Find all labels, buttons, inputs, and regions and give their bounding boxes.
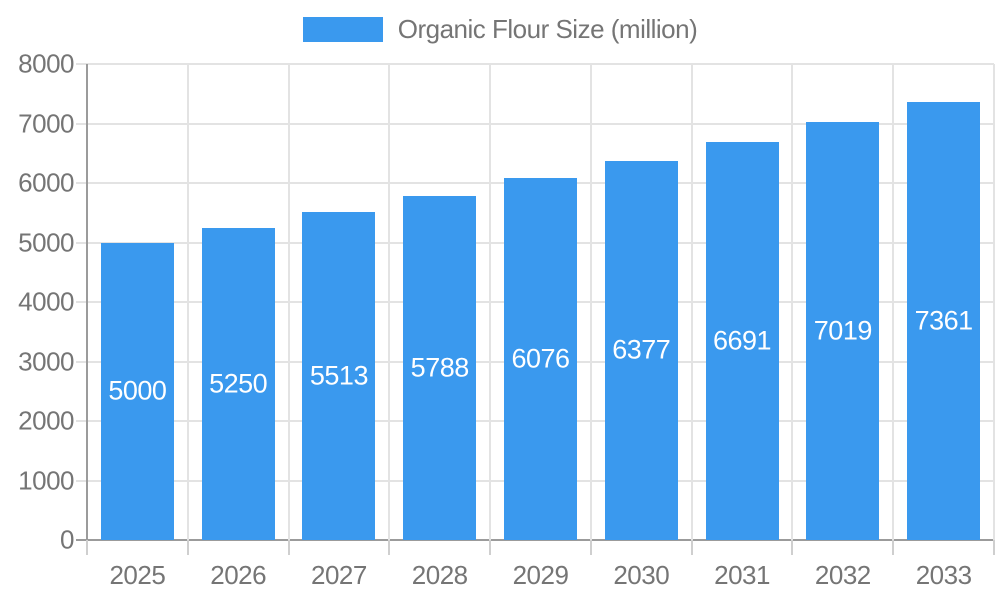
x-tick-label: 2030 xyxy=(613,560,670,590)
y-tick-label: 0 xyxy=(60,524,74,555)
x-tick-label: 2027 xyxy=(311,560,367,590)
bar-2030[interactable]: 6377 xyxy=(604,160,678,540)
axis-tick xyxy=(589,540,592,555)
y-tick-label: 7000 xyxy=(18,108,74,138)
axis-tick xyxy=(993,540,995,555)
bar-2027[interactable]: 5513 xyxy=(302,211,376,540)
x-tick-label: 2033 xyxy=(915,560,972,590)
bar-2033[interactable]: 7361 xyxy=(907,102,981,540)
y-axis-line xyxy=(86,64,88,540)
bar-value-label: 7361 xyxy=(914,305,974,336)
legend-label: Organic Flour Size (million) xyxy=(397,14,698,44)
x-tick-label: 2025 xyxy=(109,560,166,590)
gridline xyxy=(388,64,391,540)
bar-value-label: 5513 xyxy=(309,360,369,391)
y-tick-label: 8000 xyxy=(18,48,74,79)
x-tick-label: 2032 xyxy=(814,560,871,590)
axis-tick xyxy=(287,540,290,555)
x-tick-label: 2031 xyxy=(714,560,770,590)
gridline xyxy=(791,64,794,540)
axis-tick xyxy=(791,540,794,555)
legend-swatch[interactable] xyxy=(302,17,383,42)
y-tick-label: 4000 xyxy=(18,286,74,317)
gridline xyxy=(690,64,693,540)
bar-value-label: 6377 xyxy=(612,334,671,365)
gridline xyxy=(993,64,995,540)
x-axis-line xyxy=(76,539,994,541)
bar-value-label: 5000 xyxy=(108,375,167,406)
y-tick-label: 2000 xyxy=(18,405,74,436)
gridline xyxy=(76,63,994,65)
bar-2026[interactable]: 5250 xyxy=(201,227,275,540)
gridline xyxy=(76,122,994,125)
y-tick-label: 1000 xyxy=(18,465,74,495)
y-tick-label: 6000 xyxy=(18,167,74,198)
gridline xyxy=(186,64,189,540)
x-tick-label: 2028 xyxy=(411,560,468,590)
bar-value-label: 7019 xyxy=(813,315,873,346)
bar-2025[interactable]: 5000 xyxy=(100,242,174,540)
bar-value-label: 6076 xyxy=(511,343,570,374)
gridline xyxy=(892,64,895,540)
axis-tick xyxy=(186,540,189,555)
gridline xyxy=(489,64,492,540)
axis-tick xyxy=(892,540,895,555)
legend-item[interactable]: Organic Flour Size (million) xyxy=(0,14,1000,45)
bar-2031[interactable]: 6691 xyxy=(705,141,779,540)
axis-tick xyxy=(388,540,391,555)
gridline xyxy=(589,64,592,540)
gridline xyxy=(287,64,290,540)
bar-2032[interactable]: 7019 xyxy=(806,122,880,540)
axis-tick xyxy=(86,540,88,555)
x-tick-label: 2029 xyxy=(512,560,569,590)
y-tick-label: 5000 xyxy=(18,227,74,257)
bar-value-label: 5250 xyxy=(209,368,268,399)
x-tick-label: 2026 xyxy=(210,560,267,590)
bar-2028[interactable]: 5788 xyxy=(403,195,477,540)
axis-tick xyxy=(489,540,492,555)
bar-value-label: 6691 xyxy=(713,325,772,356)
bar-value-label: 5788 xyxy=(410,352,470,383)
y-tick-label: 3000 xyxy=(18,346,74,376)
bar-2029[interactable]: 6076 xyxy=(504,178,577,540)
axis-tick xyxy=(690,540,693,555)
